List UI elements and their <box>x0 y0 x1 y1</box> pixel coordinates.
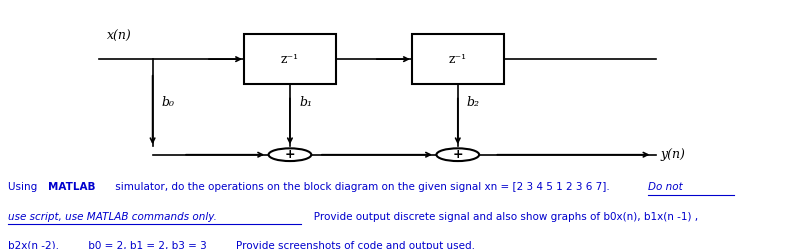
Text: simulator, do the operations on the block diagram on the given signal xn = [2 3 : simulator, do the operations on the bloc… <box>112 182 613 192</box>
FancyBboxPatch shape <box>412 34 503 84</box>
Circle shape <box>268 148 312 161</box>
FancyBboxPatch shape <box>244 34 335 84</box>
Text: z⁻¹: z⁻¹ <box>449 53 467 66</box>
Text: Do not: Do not <box>648 182 682 192</box>
Text: MATLAB: MATLAB <box>48 182 95 192</box>
Text: +: + <box>452 148 463 161</box>
Text: b₁: b₁ <box>299 96 312 109</box>
Text: Using: Using <box>8 182 40 192</box>
Text: use script, use MATLAB commands only.: use script, use MATLAB commands only. <box>8 212 216 222</box>
Text: b₀: b₀ <box>162 96 174 109</box>
Text: x(n): x(n) <box>107 30 132 43</box>
Text: Provide output discrete signal and also show graphs of b0x(n), b1x(n -1) ,: Provide output discrete signal and also … <box>304 212 697 222</box>
Circle shape <box>436 148 479 161</box>
Text: z⁻¹: z⁻¹ <box>281 53 299 66</box>
Text: +: + <box>285 148 295 161</box>
Text: b2x(n -2).         b0 = 2, b1 = 2, b3 = 3         Provide screenshots of code an: b2x(n -2). b0 = 2, b1 = 2, b3 = 3 Provid… <box>8 241 475 249</box>
Text: b₂: b₂ <box>467 96 480 109</box>
Text: y(n): y(n) <box>660 148 685 161</box>
